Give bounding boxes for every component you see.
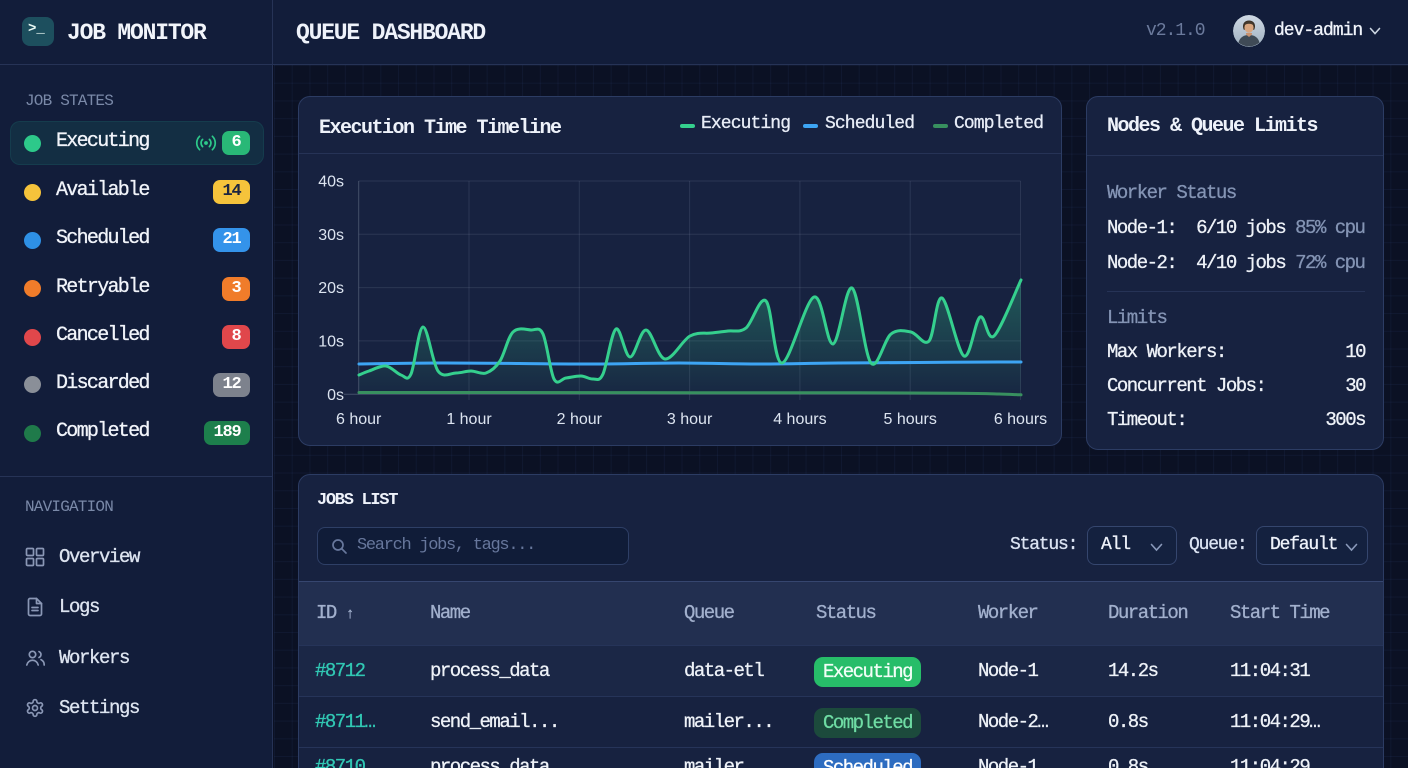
svg-text:30s: 30s xyxy=(318,227,344,244)
svg-text:5 hours: 5 hours xyxy=(884,411,937,428)
svg-text:10s: 10s xyxy=(318,333,344,350)
svg-text:6 hour: 6 hour xyxy=(336,411,382,428)
svg-text:2 hour: 2 hour xyxy=(557,411,603,428)
svg-text:40s: 40s xyxy=(318,174,344,191)
svg-text:1 hour: 1 hour xyxy=(446,411,492,428)
svg-text:20s: 20s xyxy=(318,280,344,297)
svg-text:4 hours: 4 hours xyxy=(773,411,826,428)
svg-text:0s: 0s xyxy=(327,387,344,404)
svg-text:3 hour: 3 hour xyxy=(667,411,713,428)
svg-text:6 hours: 6 hours xyxy=(994,411,1047,428)
